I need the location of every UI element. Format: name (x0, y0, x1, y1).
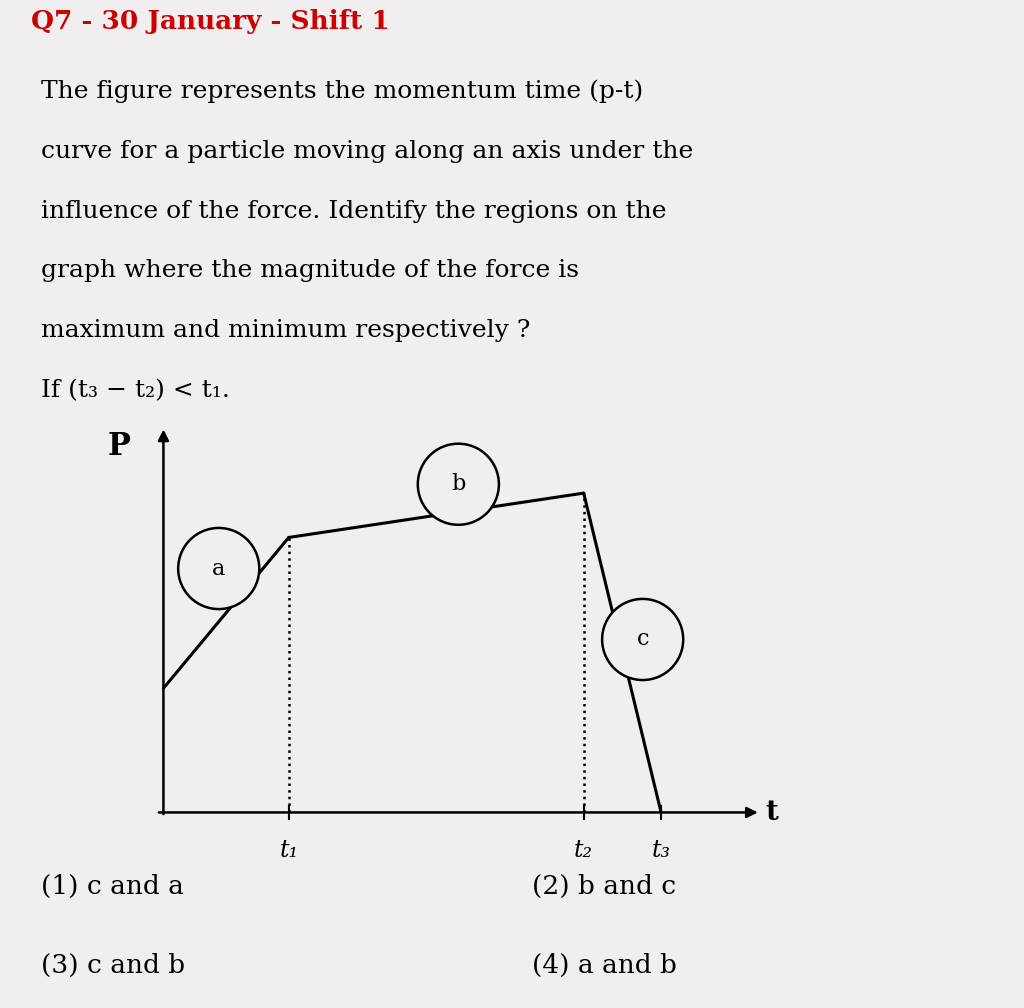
Text: b: b (452, 473, 466, 495)
Text: If (t₃ − t₂) < t₁.: If (t₃ − t₂) < t₁. (41, 379, 229, 402)
Text: (1) c and a: (1) c and a (41, 874, 184, 899)
Text: graph where the magnitude of the force is: graph where the magnitude of the force i… (41, 259, 579, 282)
Text: Q7 - 30 January - Shift 1: Q7 - 30 January - Shift 1 (31, 9, 389, 34)
Ellipse shape (602, 599, 683, 680)
Text: t: t (765, 799, 778, 826)
Text: t₁: t₁ (280, 839, 298, 862)
Text: a: a (212, 557, 225, 580)
Text: t₃: t₃ (651, 839, 671, 862)
Text: (3) c and b: (3) c and b (41, 954, 185, 978)
Text: influence of the force. Identify the regions on the: influence of the force. Identify the reg… (41, 200, 667, 223)
Text: P: P (108, 431, 131, 462)
Text: (4) a and b: (4) a and b (532, 954, 677, 978)
Text: t₂: t₂ (574, 839, 593, 862)
Text: The figure represents the momentum time (p-t): The figure represents the momentum time … (41, 80, 643, 104)
Ellipse shape (418, 444, 499, 525)
Text: curve for a particle moving along an axis under the: curve for a particle moving along an axi… (41, 140, 693, 162)
Text: c: c (636, 628, 649, 650)
Text: (2) b and c: (2) b and c (532, 874, 677, 899)
Text: maximum and minimum respectively ?: maximum and minimum respectively ? (41, 320, 530, 343)
Ellipse shape (178, 528, 259, 609)
